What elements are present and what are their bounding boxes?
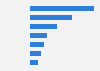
Bar: [30, 24, 57, 29]
Bar: [30, 42, 44, 47]
Bar: [30, 51, 41, 56]
Bar: [30, 33, 48, 38]
Bar: [30, 15, 72, 20]
Bar: [30, 6, 94, 11]
Bar: [30, 60, 38, 65]
